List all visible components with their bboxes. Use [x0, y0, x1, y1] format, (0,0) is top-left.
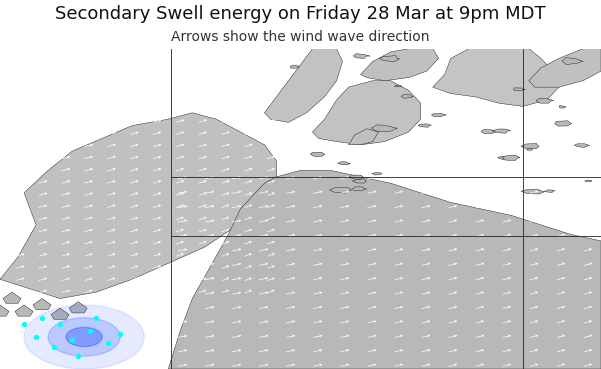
Polygon shape [310, 152, 325, 156]
Polygon shape [559, 106, 566, 108]
Polygon shape [555, 121, 572, 126]
Polygon shape [352, 187, 367, 191]
Polygon shape [329, 187, 352, 193]
Polygon shape [290, 65, 299, 68]
Polygon shape [352, 179, 367, 183]
Polygon shape [574, 144, 590, 148]
Polygon shape [349, 129, 379, 145]
Polygon shape [380, 56, 400, 62]
Polygon shape [521, 144, 539, 149]
Polygon shape [33, 299, 51, 310]
Polygon shape [562, 58, 584, 65]
Polygon shape [0, 113, 276, 299]
Polygon shape [338, 162, 350, 165]
Text: Arrows show the wind wave direction: Arrows show the wind wave direction [171, 30, 430, 44]
Polygon shape [401, 94, 413, 98]
Polygon shape [372, 173, 382, 175]
Polygon shape [418, 124, 432, 127]
Polygon shape [264, 49, 343, 123]
Polygon shape [492, 129, 511, 133]
Polygon shape [15, 305, 33, 316]
Polygon shape [481, 130, 498, 134]
Polygon shape [529, 49, 601, 87]
Polygon shape [69, 302, 87, 313]
Polygon shape [526, 149, 532, 151]
Polygon shape [349, 175, 364, 179]
Polygon shape [0, 305, 9, 316]
Polygon shape [433, 49, 559, 106]
Polygon shape [3, 292, 21, 303]
Polygon shape [361, 49, 439, 81]
Polygon shape [371, 125, 397, 131]
Text: Secondary Swell energy on Friday 28 Mar at 9pm MDT: Secondary Swell energy on Friday 28 Mar … [55, 5, 546, 23]
Polygon shape [502, 155, 520, 161]
Polygon shape [51, 308, 69, 319]
Polygon shape [498, 156, 514, 160]
Polygon shape [546, 190, 555, 192]
Polygon shape [521, 189, 546, 194]
Polygon shape [353, 54, 370, 58]
Polygon shape [513, 88, 525, 91]
Circle shape [24, 305, 144, 369]
Polygon shape [394, 85, 402, 87]
Polygon shape [585, 180, 592, 182]
Polygon shape [536, 98, 554, 103]
Circle shape [48, 318, 120, 356]
Circle shape [66, 327, 102, 346]
Polygon shape [432, 113, 447, 117]
Polygon shape [313, 81, 421, 145]
Polygon shape [168, 170, 601, 369]
